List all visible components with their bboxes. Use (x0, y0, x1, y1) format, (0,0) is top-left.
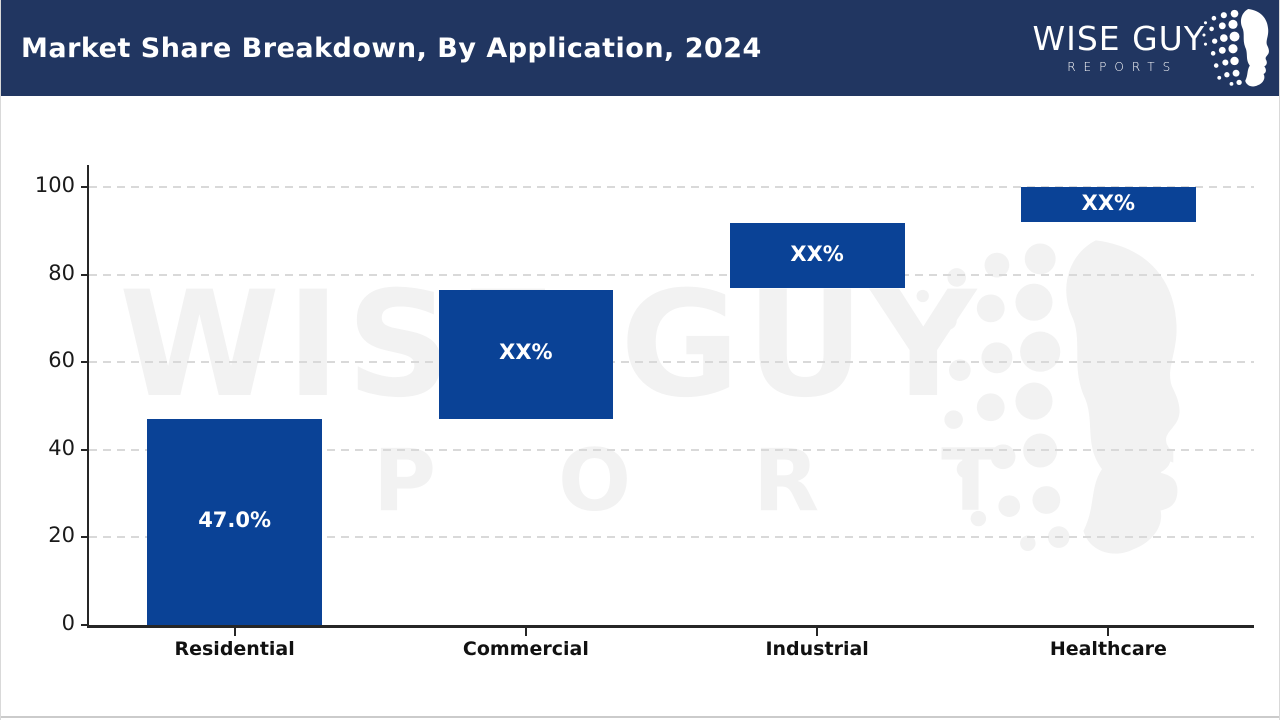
category-label: Commercial (462, 638, 589, 660)
y-tick-label: 0 (61, 611, 75, 635)
y-axis-tick (81, 624, 89, 626)
bar-segment (1021, 186, 1196, 223)
y-tick-label: 20 (48, 523, 75, 548)
bar-segment (438, 289, 614, 420)
gridline (89, 361, 1254, 364)
y-tick-label: 40 (48, 435, 75, 460)
gridline (89, 185, 1254, 188)
brand-logo-text: WISE GUY REPORTS (1032, 22, 1205, 74)
bar-segment (729, 223, 905, 289)
logo-subtitle: REPORTS (1067, 60, 1179, 74)
x-axis-tick (816, 628, 819, 636)
x-axis-tick (233, 628, 236, 636)
y-axis-tick (81, 361, 89, 364)
gridline (89, 448, 1254, 451)
gridline (89, 536, 1254, 539)
bar-value-label: XX% (1081, 190, 1136, 215)
x-axis-tick (1107, 628, 1110, 636)
category-label: Healthcare (1049, 638, 1167, 660)
y-axis-tick (81, 536, 89, 539)
y-axis-line (87, 165, 89, 627)
gridline (89, 273, 1254, 276)
y-tick-label: 60 (48, 348, 75, 373)
logo-wordmark: WISE GUY (1032, 19, 1205, 58)
y-axis-tick (81, 185, 89, 188)
page-title: Market Share Breakdown, By Application, … (21, 32, 762, 64)
category-label: Industrial (765, 638, 869, 660)
y-tick-label: 80 (48, 260, 75, 285)
brand-logo: WISE GUY REPORTS (1032, 6, 1275, 90)
x-axis-tick (524, 628, 527, 636)
bar-value-label: 47.0% (198, 508, 272, 533)
bar-value-label: XX% (499, 340, 553, 365)
y-tick-label: 100 (34, 172, 75, 197)
category-label: Residential (174, 638, 295, 660)
x-axis-line (87, 625, 1254, 628)
y-axis-tick (81, 448, 89, 451)
bar-value-label: XX% (790, 241, 844, 266)
y-axis-tick (81, 273, 89, 276)
header-bar: Market Share Breakdown, By Application, … (1, 0, 1279, 96)
bar-segment (147, 419, 322, 625)
